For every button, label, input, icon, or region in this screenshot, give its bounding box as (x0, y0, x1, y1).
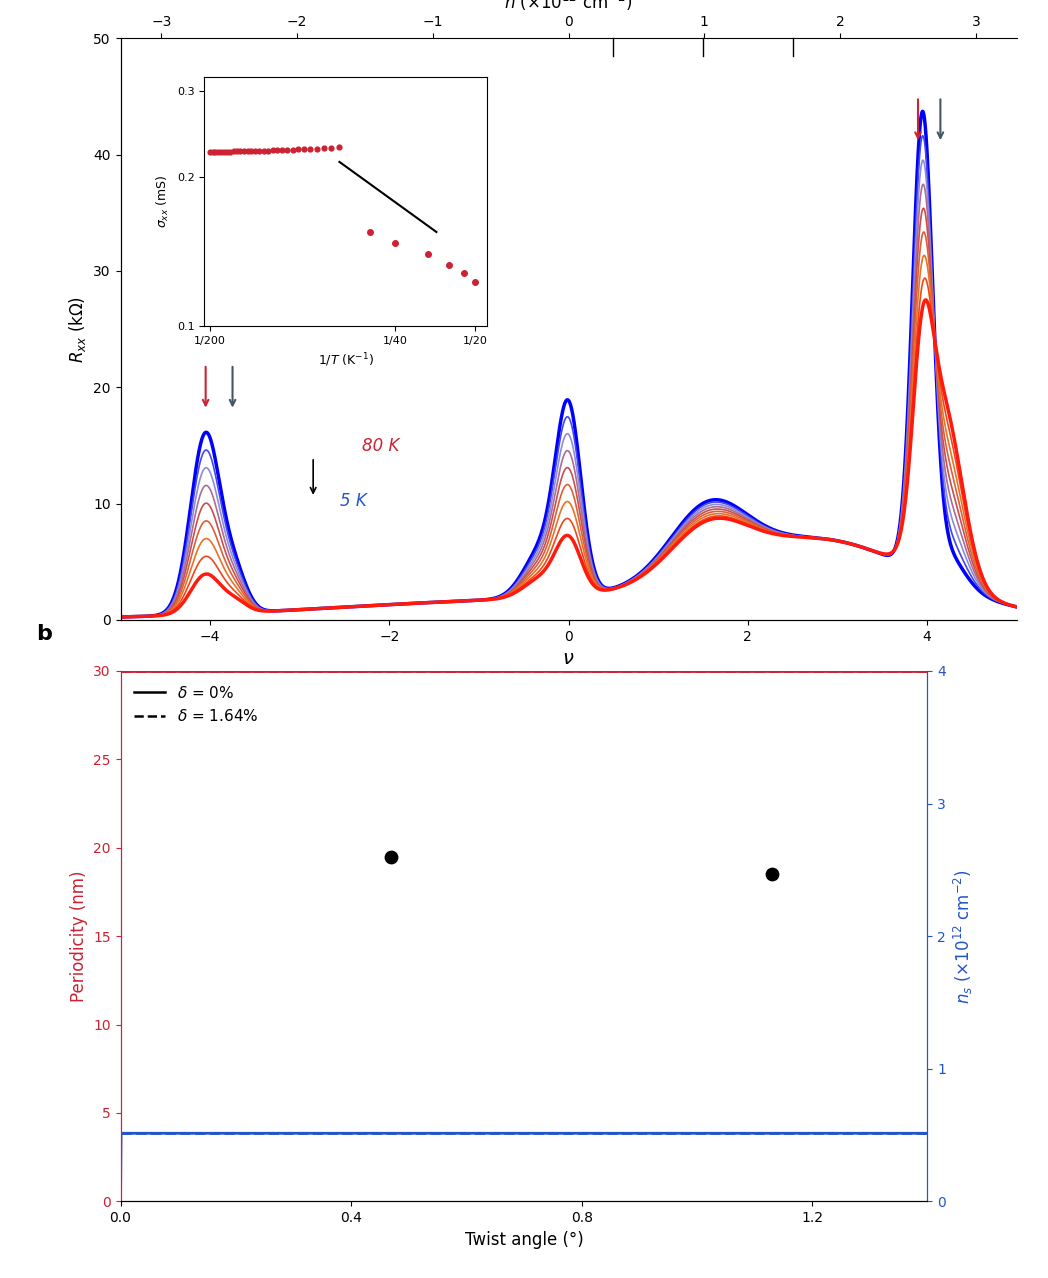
Point (269, 141, 286, 161)
Point (219, 142, 236, 162)
Point (763, 864, 780, 884)
Point (387, 233, 403, 253)
Y-axis label: Periodicity (nm): Periodicity (nm) (69, 870, 88, 1002)
Point (225, 142, 242, 162)
Text: a: a (34, 0, 49, 4)
Point (315, 138, 332, 158)
Point (466, 271, 483, 291)
Legend: $\delta$ = 0%, $\delta$ = 1.64%: $\delta$ = 0%, $\delta$ = 1.64% (128, 679, 265, 731)
Point (323, 138, 340, 158)
Point (260, 141, 277, 161)
Point (274, 139, 290, 160)
Point (308, 138, 325, 158)
Point (210, 142, 226, 162)
Point (420, 244, 437, 265)
X-axis label: $\nu$: $\nu$ (563, 649, 574, 668)
Point (331, 137, 348, 157)
Point (243, 141, 260, 161)
Point (204, 142, 221, 162)
X-axis label: $n$ ($\times$10$^{12}$ cm$^{-2}$): $n$ ($\times$10$^{12}$ cm$^{-2}$) (504, 0, 633, 13)
Text: b: b (36, 625, 52, 644)
Point (296, 139, 312, 160)
Point (441, 254, 458, 275)
X-axis label: Twist angle (°): Twist angle (°) (464, 1231, 584, 1249)
Point (362, 222, 378, 243)
Point (384, 846, 400, 866)
Point (284, 139, 301, 160)
Point (302, 139, 319, 160)
Point (216, 142, 233, 162)
Point (236, 141, 253, 161)
Point (290, 139, 307, 160)
Point (456, 263, 473, 284)
X-axis label: 1/$T$ (K$^{-1}$): 1/$T$ (K$^{-1}$) (318, 351, 374, 369)
Point (228, 141, 245, 161)
Point (222, 142, 239, 162)
Point (252, 141, 268, 161)
Point (232, 141, 248, 161)
Point (239, 141, 256, 161)
Point (279, 139, 296, 160)
Point (201, 142, 218, 162)
Y-axis label: $\sigma_{xx}$ (mS): $\sigma_{xx}$ (mS) (155, 175, 171, 227)
Y-axis label: $n_s$ ($\times$10$^{12}$ cm$^{-2}$): $n_s$ ($\times$10$^{12}$ cm$^{-2}$) (952, 869, 975, 1003)
Text: 5 K: 5 K (340, 492, 367, 510)
Y-axis label: $R_{xx}$ (k$\Omega$): $R_{xx}$ (k$\Omega$) (67, 295, 88, 363)
Point (256, 141, 272, 161)
Point (213, 142, 230, 162)
Point (247, 141, 264, 161)
Point (208, 142, 224, 162)
Text: 80 K: 80 K (363, 437, 400, 455)
Point (264, 141, 281, 161)
